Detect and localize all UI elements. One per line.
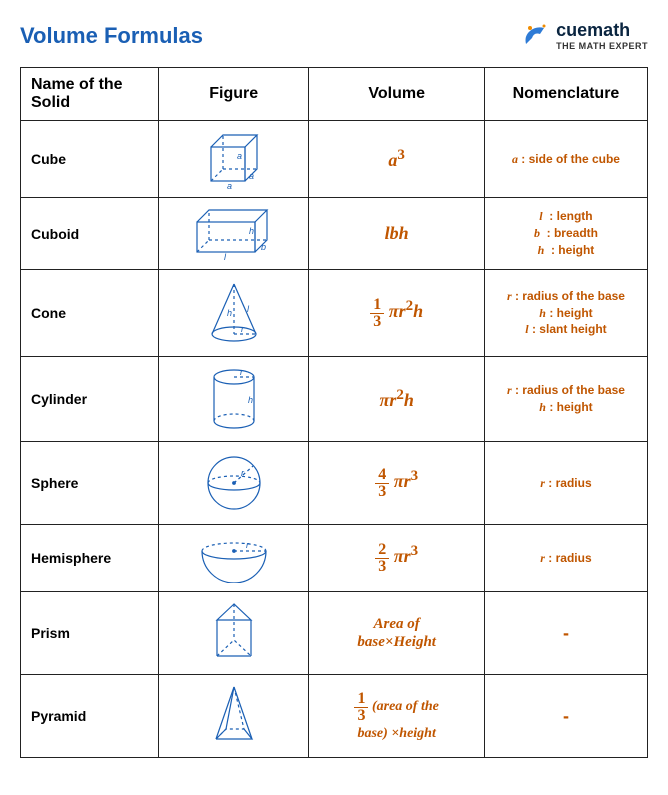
svg-text:h: h xyxy=(227,308,232,318)
figure-cylinder: r h xyxy=(158,357,308,442)
figure-pyramid xyxy=(158,675,308,758)
figure-hemisphere: r xyxy=(158,525,308,592)
nomenclature: r : radius of the baseh : heightl : slan… xyxy=(484,270,647,357)
nomenclature: a : side of the cube xyxy=(484,121,647,198)
col-header-nomen: Nomenclature xyxy=(484,68,647,121)
solid-name: Sphere xyxy=(21,442,159,525)
svg-text:r: r xyxy=(246,540,250,550)
figure-cone: h l r xyxy=(158,270,308,357)
svg-text:r: r xyxy=(241,324,245,334)
table-row: Sphere r 43 πr3 r : radius xyxy=(21,442,648,525)
logo: cuemath THE MATH EXPERT xyxy=(522,20,648,51)
svg-text:l: l xyxy=(247,304,250,314)
col-header-volume: Volume xyxy=(309,68,485,121)
logo-text: cuemath xyxy=(556,20,648,41)
nomenclature: - xyxy=(484,675,647,758)
svg-text:a: a xyxy=(237,151,242,161)
volume-formula: 43 πr3 xyxy=(309,442,485,525)
svg-text:a: a xyxy=(249,171,254,181)
table-row: Cylinder r h πr2h r : radius of the base… xyxy=(21,357,648,442)
volume-formula: 13 (area of thebase) ×height xyxy=(309,675,485,758)
figure-cuboid: h l b xyxy=(158,198,308,270)
col-header-name: Name of the Solid xyxy=(21,68,159,121)
volume-formula: Area ofbase×Height xyxy=(309,592,485,675)
svg-text:l: l xyxy=(224,252,227,261)
table-row: Hemisphere r 23 πr3 r : radius xyxy=(21,525,648,592)
nomenclature: l : lengthb : breadthh : height xyxy=(484,198,647,270)
solid-name: Cone xyxy=(21,270,159,357)
table-row: Cuboid h l b lbh l : lengthb : breadthh … xyxy=(21,198,648,270)
page-title: Volume Formulas xyxy=(20,23,203,49)
volume-formula: 13 πr2h xyxy=(309,270,485,357)
solid-name: Prism xyxy=(21,592,159,675)
figure-prism xyxy=(158,592,308,675)
solid-name: Hemisphere xyxy=(21,525,159,592)
volume-formula: πr2h xyxy=(309,357,485,442)
solid-name: Cylinder xyxy=(21,357,159,442)
logo-subtitle: THE MATH EXPERT xyxy=(556,41,648,51)
solid-name: Cuboid xyxy=(21,198,159,270)
svg-text:a: a xyxy=(227,181,232,189)
svg-text:r: r xyxy=(240,367,244,377)
solid-name: Pyramid xyxy=(21,675,159,758)
col-header-figure: Figure xyxy=(158,68,308,121)
nomenclature: - xyxy=(484,592,647,675)
nomenclature: r : radius xyxy=(484,442,647,525)
table-row: Pyramid 13 (area of thebase) ×height - xyxy=(21,675,648,758)
svg-text:h: h xyxy=(249,226,254,236)
nomenclature: r : radius of the baseh : height xyxy=(484,357,647,442)
figure-cube: a a a xyxy=(158,121,308,198)
volume-formula: lbh xyxy=(309,198,485,270)
svg-text:b: b xyxy=(261,242,266,252)
volume-formula: a3 xyxy=(309,121,485,198)
table-row: Prism Area ofbase×Height - xyxy=(21,592,648,675)
solid-name: Cube xyxy=(21,121,159,198)
table-row: Cube a a a a3 a : side of the cube xyxy=(21,121,648,198)
svg-text:h: h xyxy=(248,395,253,405)
table-row: Cone h l r 13 πr2h r : radius of the bas… xyxy=(21,270,648,357)
volume-table: Name of the Solid Figure Volume Nomencla… xyxy=(20,67,648,758)
nomenclature: r : radius xyxy=(484,525,647,592)
table-header-row: Name of the Solid Figure Volume Nomencla… xyxy=(21,68,648,121)
figure-sphere: r xyxy=(158,442,308,525)
volume-formula: 23 πr3 xyxy=(309,525,485,592)
